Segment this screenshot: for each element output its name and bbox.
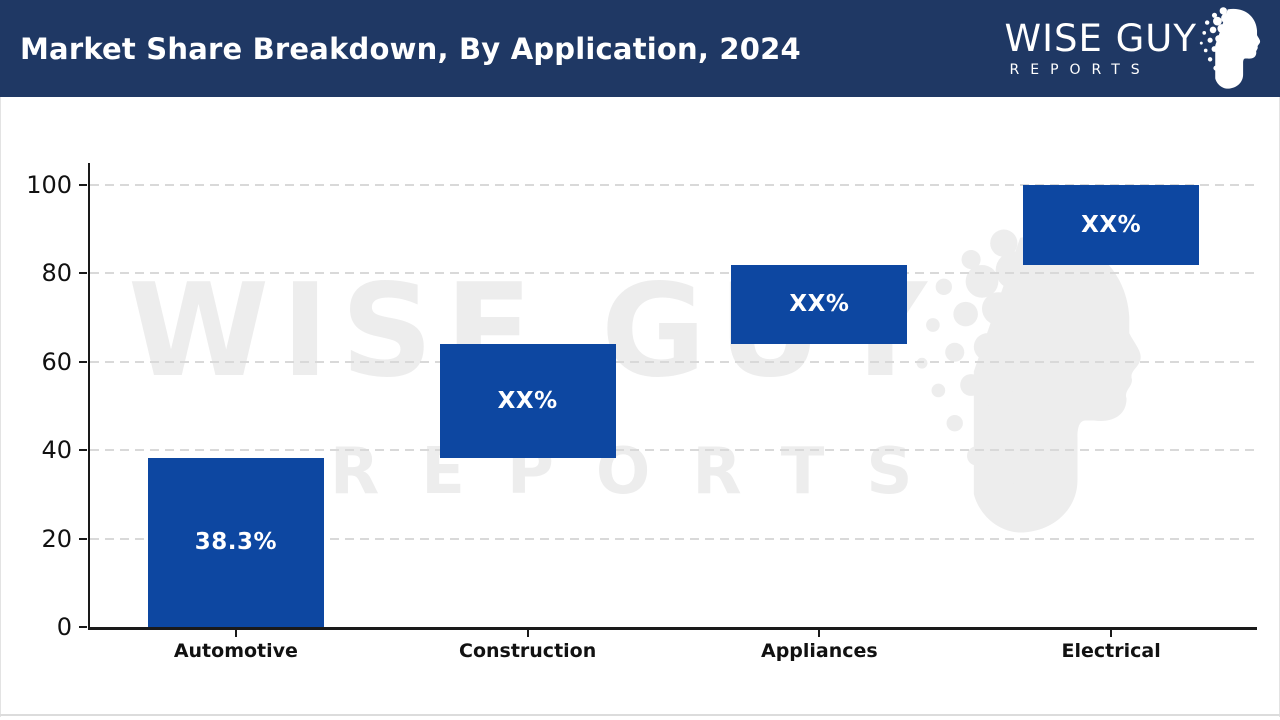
x-axis-tick	[234, 630, 237, 637]
bar-value-label: XX%	[1081, 211, 1142, 238]
gridline	[90, 184, 1257, 186]
y-axis-tick-label: 40	[41, 436, 72, 465]
x-axis-label-appliances: Appliances	[761, 640, 878, 662]
bar-value-label: 38.3%	[194, 529, 278, 556]
gridline	[90, 360, 1257, 363]
y-axis-tick	[79, 360, 87, 363]
page-title: Market Share Breakdown, By Application, …	[20, 31, 801, 66]
y-axis-tick-label: 0	[56, 613, 72, 641]
y-axis-tick	[79, 272, 87, 275]
plot-area: 0 20 40 60 80 100 38.3% Automotive XX% Constructi…	[26, 163, 1257, 662]
y-axis-tick	[79, 626, 87, 628]
watermark-face-icon	[916, 229, 1141, 533]
gridline	[90, 449, 1257, 452]
logo-name: WISE GUY	[1004, 17, 1197, 60]
y-axis-tick-label: 80	[41, 259, 72, 288]
bottom-border	[0, 714, 1280, 716]
bar-appliances: XX%	[731, 264, 908, 345]
y-axis-tick	[79, 449, 87, 452]
x-axis-tick	[526, 630, 529, 637]
x-axis-label-electrical: Electrical	[1061, 640, 1161, 662]
bar-automotive: 38.3%	[147, 457, 324, 627]
gridline	[90, 537, 1257, 540]
bar-value-label: XX%	[789, 291, 850, 318]
y-axis-tick-label: 100	[26, 171, 72, 199]
wiseguy-logo: WISE GUY REPORTS	[1005, 5, 1266, 93]
wiseguy-face-icon	[1199, 6, 1261, 89]
bar-electrical: XX%	[1023, 185, 1200, 265]
x-axis-label-construction: Construction	[459, 640, 597, 662]
gridline	[90, 272, 1257, 275]
x-axis-label-automotive: Automotive	[173, 640, 298, 662]
y-axis-tick-label: 20	[41, 524, 72, 553]
logo-subtitle: REPORTS	[1009, 62, 1151, 78]
x-axis-tick	[818, 630, 821, 637]
y-axis-tick	[79, 184, 87, 186]
bar-construction: XX%	[439, 344, 616, 458]
header-bar: Market Share Breakdown, By Application, …	[0, 0, 1280, 97]
bar-value-label: XX%	[497, 387, 558, 414]
y-axis-tick	[79, 537, 87, 540]
logo-text: WISE GUY REPORTS	[1004, 17, 1197, 79]
x-axis-tick	[1110, 630, 1113, 637]
y-axis-tick-label: 60	[41, 347, 72, 376]
watermark-text-line2: REPORTS	[330, 435, 955, 509]
